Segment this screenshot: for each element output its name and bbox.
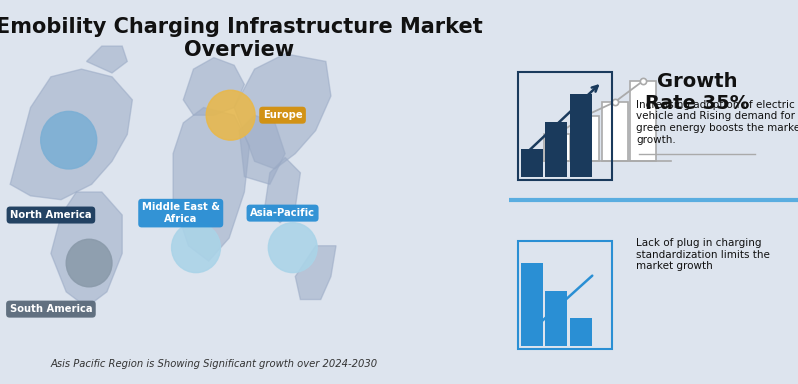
Polygon shape: [86, 46, 128, 73]
FancyBboxPatch shape: [520, 149, 543, 177]
FancyBboxPatch shape: [570, 318, 592, 346]
Text: Lack of plug in charging
standardization limits the
market growth: Lack of plug in charging standardization…: [636, 238, 770, 271]
Text: Emobility Charging Infrastructure Market
Overview: Emobility Charging Infrastructure Market…: [0, 17, 483, 61]
Text: South America: South America: [10, 304, 93, 314]
Ellipse shape: [172, 223, 220, 273]
Polygon shape: [295, 246, 336, 300]
Ellipse shape: [41, 111, 97, 169]
Ellipse shape: [66, 239, 112, 287]
Polygon shape: [10, 69, 132, 200]
Polygon shape: [239, 115, 285, 184]
Polygon shape: [234, 54, 331, 169]
Text: Asis Pacific Region is Showing Significant growth over 2024-2030: Asis Pacific Region is Showing Significa…: [50, 359, 377, 369]
Text: North America: North America: [10, 210, 92, 220]
Polygon shape: [51, 192, 122, 307]
Polygon shape: [265, 157, 300, 223]
Text: Growth
Rate 35%: Growth Rate 35%: [645, 72, 749, 113]
FancyBboxPatch shape: [630, 81, 657, 161]
Polygon shape: [173, 108, 250, 261]
Text: Europe: Europe: [263, 110, 302, 120]
Polygon shape: [184, 58, 244, 115]
Text: Increasing adoption of electric
vehicle and Rising demand for
green energy boost: Increasing adoption of electric vehicle …: [636, 100, 798, 145]
Text: Asia-Pacific: Asia-Pacific: [250, 208, 315, 218]
FancyBboxPatch shape: [520, 263, 543, 346]
FancyBboxPatch shape: [602, 102, 627, 161]
Ellipse shape: [268, 223, 317, 273]
Text: Middle East &
Africa: Middle East & Africa: [142, 202, 219, 224]
FancyBboxPatch shape: [573, 116, 598, 161]
FancyBboxPatch shape: [545, 122, 567, 177]
FancyBboxPatch shape: [545, 291, 567, 346]
FancyBboxPatch shape: [543, 134, 570, 161]
Ellipse shape: [206, 90, 255, 140]
FancyBboxPatch shape: [570, 94, 592, 177]
